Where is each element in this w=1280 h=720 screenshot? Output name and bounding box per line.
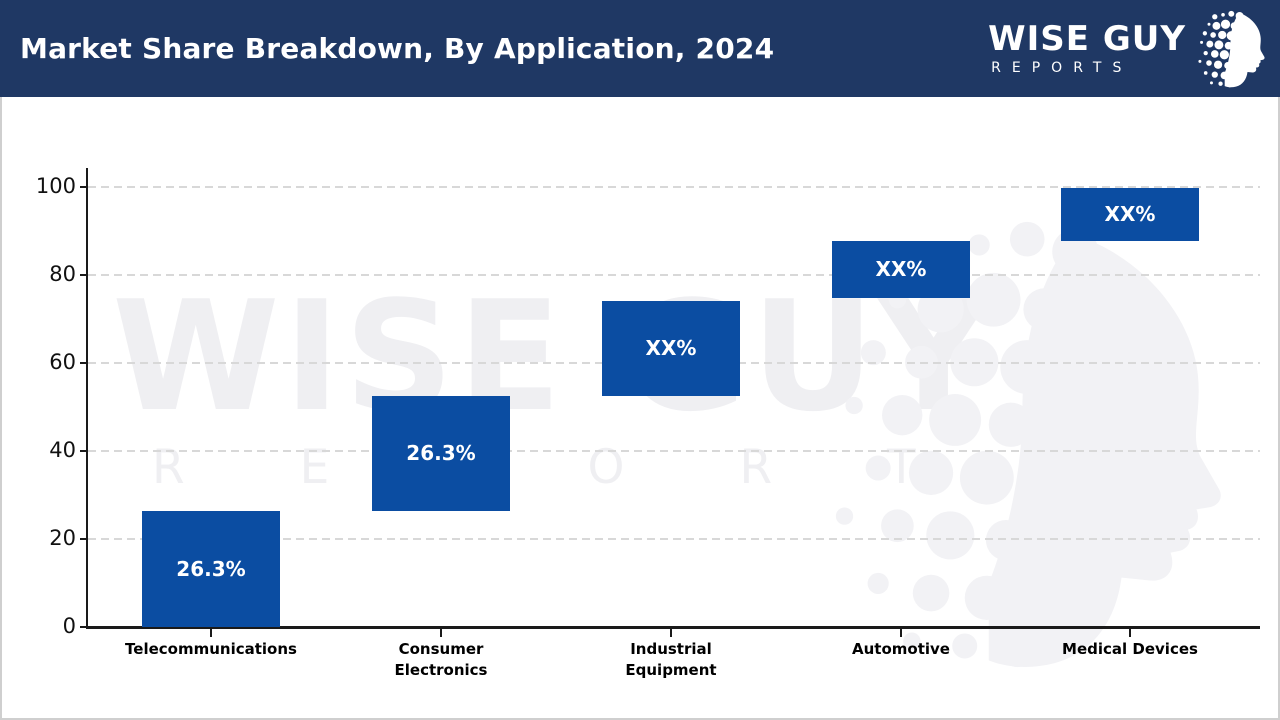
bar-medical-devices: XX%: [1061, 187, 1199, 242]
bar-industrial-equipment: XX%: [602, 300, 740, 396]
x-tick-3: [900, 629, 902, 637]
y-tick-20: [80, 538, 88, 540]
logo-text: WISE GUY REPORTS: [988, 22, 1186, 75]
x-category-label-line: Electronics: [394, 661, 488, 679]
x-tick-0: [210, 629, 212, 637]
x-category-label-1: Consumer Electronics: [331, 639, 551, 681]
bar-value-label: XX%: [875, 257, 927, 282]
y-tick-100: [80, 186, 88, 188]
y-axis-line: [86, 168, 88, 628]
y-tick-40: [80, 450, 88, 452]
gridline-80: [88, 274, 1260, 276]
gridline-20: [88, 538, 1260, 540]
x-category-label-0: Telecommunications: [101, 639, 321, 660]
wise-guy-reports-logo: WISE GUY REPORTS: [988, 10, 1266, 88]
watermark-reports-text: R E P O R T S: [152, 440, 1111, 495]
y-tick-0: [80, 626, 88, 628]
logo-wiseguy-label: WISE GUY: [988, 19, 1186, 59]
bar-value-label: XX%: [645, 336, 697, 361]
y-tick-label-60: 60: [49, 350, 76, 374]
y-tick-label-20: 20: [49, 526, 76, 550]
x-category-label-3: Automotive: [791, 639, 1011, 660]
logo-head-icon: [1198, 10, 1265, 87]
x-category-label-line: Medical Devices: [1062, 640, 1198, 658]
y-tick-label-100: 100: [35, 174, 76, 198]
x-category-label-line: Automotive: [852, 640, 950, 658]
y-tick-80: [80, 274, 88, 276]
y-tick-label-80: 80: [49, 262, 76, 286]
x-axis-line: [86, 626, 1260, 629]
bar-value-label: XX%: [1104, 202, 1156, 227]
x-category-label-line: Consumer: [398, 640, 484, 658]
bar-consumer-electronics: 26.3%: [372, 395, 510, 512]
x-category-label-2: Industrial Equipment: [561, 639, 781, 681]
bar-automotive: XX%: [832, 241, 970, 298]
gridline-40: [88, 450, 1260, 452]
x-tick-1: [440, 629, 442, 637]
x-tick-4: [1129, 629, 1131, 637]
y-tick-label-40: 40: [49, 438, 76, 462]
bar-telecommunications: 26.3%: [142, 511, 280, 627]
bar-value-label: 26.3%: [176, 557, 246, 582]
y-tick-60: [80, 362, 88, 364]
chart-title: Market Share Breakdown, By Application, …: [20, 32, 775, 65]
bar-value-label: 26.3%: [406, 441, 476, 466]
x-category-label-line: Equipment: [625, 661, 717, 679]
logo-reports-label: REPORTS: [991, 60, 1133, 76]
y-tick-label-0: 0: [62, 614, 76, 638]
header-bar: Market Share Breakdown, By Application, …: [0, 0, 1280, 97]
x-category-label-line: Industrial: [630, 640, 712, 658]
gridline-100: [88, 186, 1260, 188]
x-category-label-line: Telecommunications: [125, 640, 297, 658]
x-tick-2: [670, 629, 672, 637]
x-category-label-4: Medical Devices: [1020, 639, 1240, 660]
